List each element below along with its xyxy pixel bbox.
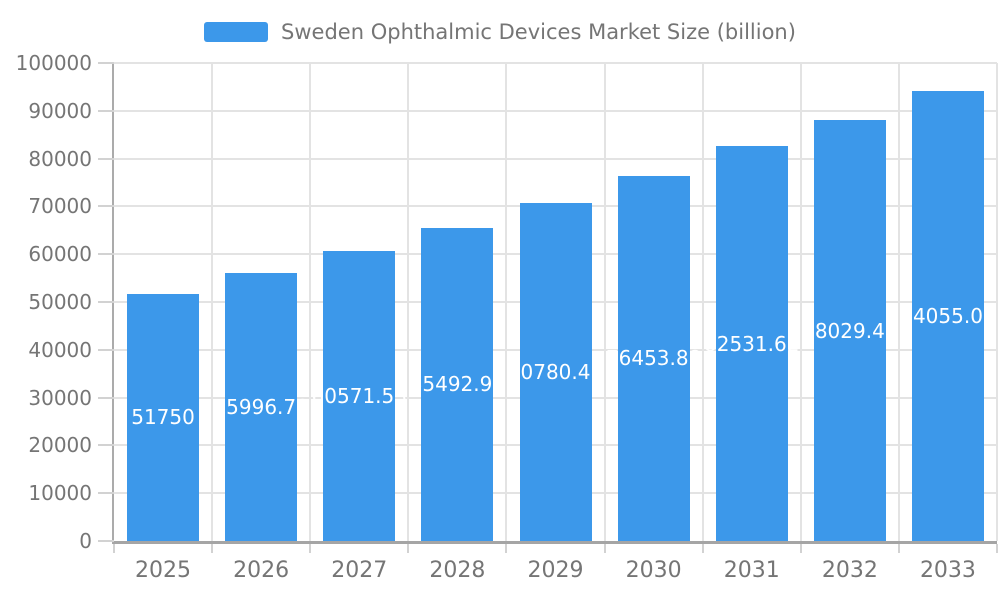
x-gridline <box>799 63 802 541</box>
y-tick-label: 40000 <box>28 337 92 362</box>
y-tick-mark <box>98 444 114 447</box>
bar-2026[interactable] <box>225 273 298 541</box>
bar-value-label: 51750 <box>131 405 195 430</box>
y-tick-label: 60000 <box>28 242 92 267</box>
y-tick-mark <box>98 205 114 208</box>
x-tick-mark <box>113 544 115 553</box>
x-tick-label: 2032 <box>821 558 878 583</box>
y-tick-label: 90000 <box>28 98 92 123</box>
y-tick-mark <box>98 157 114 160</box>
bar-2025[interactable] <box>127 293 200 541</box>
bar-2032[interactable] <box>813 120 886 541</box>
y-gridline <box>114 157 997 160</box>
bar-value-label: 60571.53 <box>311 384 407 409</box>
bar-2029[interactable] <box>519 202 592 541</box>
x-gridline <box>211 63 214 541</box>
x-tick-mark <box>799 544 802 553</box>
x-gridline <box>309 63 312 541</box>
x-gridline <box>407 63 410 541</box>
y-tick-mark <box>98 348 114 351</box>
x-tick-label: 2030 <box>625 558 682 583</box>
y-tick-mark <box>98 396 114 399</box>
legend-swatch-icon <box>204 22 269 42</box>
y-tick-mark <box>98 62 114 64</box>
y-tick-label: 80000 <box>28 146 92 171</box>
x-tick-mark <box>603 544 606 553</box>
bar-2030[interactable] <box>617 175 690 541</box>
x-tick-mark <box>505 544 508 553</box>
x-tick-label: 2026 <box>233 558 290 583</box>
x-tick-mark <box>701 544 704 553</box>
x-tick-label: 2031 <box>723 558 780 583</box>
y-tick-mark <box>98 492 114 495</box>
x-tick-mark <box>407 544 410 553</box>
y-tick-label: 0 <box>79 529 92 553</box>
y-tick-mark <box>98 540 114 542</box>
y-tick-label: 20000 <box>28 433 92 458</box>
bar-value-label: 82531.62 <box>704 331 800 356</box>
y-gridline <box>114 109 997 112</box>
x-tick-mark <box>211 544 214 553</box>
x-tick-label: 2027 <box>331 558 388 583</box>
bar-2031[interactable] <box>715 146 788 541</box>
bar-2028[interactable] <box>421 227 494 541</box>
x-tick-mark <box>309 544 312 553</box>
bar-value-label: 76453.88 <box>605 346 702 371</box>
x-gridline <box>505 63 508 541</box>
x-gridline <box>603 63 606 541</box>
y-tick-mark <box>98 253 114 256</box>
x-tick-label: 2029 <box>527 558 584 583</box>
y-tick-mark <box>98 301 114 303</box>
y-tick-label: 50000 <box>28 290 92 314</box>
x-tick-label: 2028 <box>429 558 486 583</box>
bar-value-label: 70780.43 <box>507 359 604 384</box>
y-tick-label: 10000 <box>28 481 92 506</box>
bar-value-label: 55996.78 <box>213 395 309 420</box>
legend-item[interactable]: Sweden Ophthalmic Devices Market Size (b… <box>0 20 1000 44</box>
x-tick-mark <box>996 544 998 553</box>
y-tick-label: 70000 <box>28 194 92 219</box>
x-gridline <box>996 63 998 541</box>
x-tick-mark <box>897 544 900 553</box>
bar-2033[interactable] <box>911 91 984 541</box>
y-gridline <box>114 62 997 64</box>
plot-area: 0 10000 20000 30000 40000 50000 60000 70000 8000… <box>16 51 998 583</box>
bar-2027[interactable] <box>323 251 396 541</box>
y-tick-label: 30000 <box>28 385 92 410</box>
x-tick-label: 2033 <box>919 558 976 583</box>
y-tick-mark <box>98 109 114 112</box>
bar-value-label: 65492.91 <box>409 372 506 397</box>
bar-value-label: 94055.03 <box>900 304 996 329</box>
legend-label: Sweden Ophthalmic Devices Market Size (b… <box>281 20 796 44</box>
bar-value-label: 88029.41 <box>802 318 898 343</box>
x-gridline <box>701 63 704 541</box>
x-tick-label: 2025 <box>135 558 192 583</box>
x-gridline <box>897 63 900 541</box>
y-tick-label: 100000 <box>15 51 92 75</box>
